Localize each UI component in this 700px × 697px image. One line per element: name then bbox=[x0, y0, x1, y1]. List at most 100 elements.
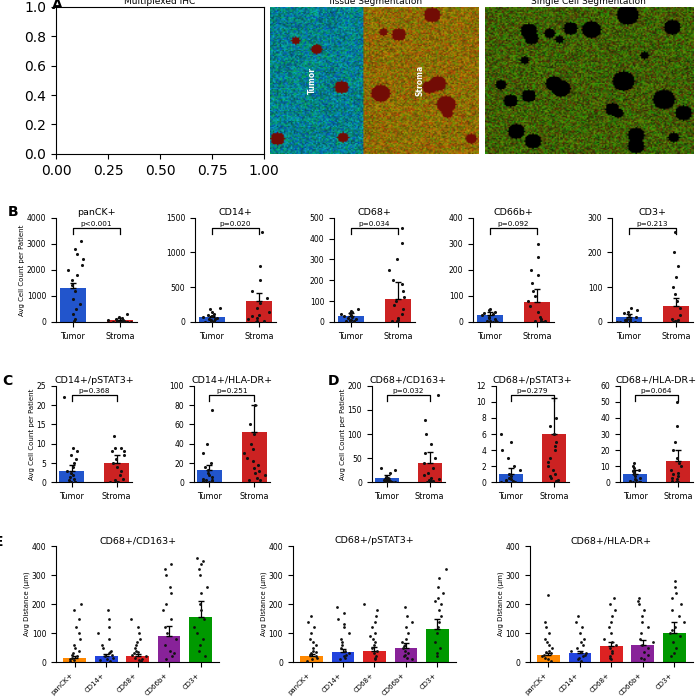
Point bbox=[627, 477, 638, 488]
Point bbox=[254, 261, 265, 272]
Point bbox=[340, 315, 351, 326]
Point bbox=[125, 316, 136, 328]
Point bbox=[206, 475, 218, 486]
Point bbox=[341, 650, 352, 661]
Point bbox=[254, 474, 265, 485]
Point bbox=[305, 627, 316, 638]
Point bbox=[483, 312, 494, 323]
Point bbox=[670, 289, 681, 300]
Point bbox=[306, 610, 317, 621]
Point bbox=[103, 634, 114, 645]
Point bbox=[110, 454, 121, 465]
Point bbox=[58, 392, 69, 403]
Point bbox=[539, 650, 550, 661]
Title: CD68+/CD163+: CD68+/CD163+ bbox=[99, 537, 176, 546]
Point bbox=[619, 307, 630, 319]
Point bbox=[338, 310, 349, 321]
Title: Multiplexed IHC: Multiplexed IHC bbox=[125, 0, 196, 6]
Point bbox=[427, 476, 438, 487]
Point bbox=[141, 651, 152, 662]
Point bbox=[115, 316, 126, 328]
Point bbox=[243, 314, 254, 325]
Point bbox=[666, 651, 677, 662]
Point bbox=[252, 459, 263, 470]
Point bbox=[496, 477, 507, 488]
Point bbox=[118, 446, 130, 457]
Point bbox=[72, 249, 83, 260]
Point bbox=[338, 607, 349, 618]
Point bbox=[113, 316, 125, 328]
Point bbox=[348, 316, 359, 327]
Point bbox=[536, 314, 547, 325]
Point bbox=[432, 390, 443, 401]
Point bbox=[248, 429, 260, 440]
Point bbox=[168, 648, 179, 659]
Point bbox=[306, 654, 317, 665]
Bar bbox=[600, 646, 623, 662]
Point bbox=[250, 316, 261, 327]
Point bbox=[195, 639, 206, 650]
Point bbox=[104, 477, 116, 488]
Point bbox=[331, 602, 342, 613]
Point bbox=[76, 259, 88, 270]
Point bbox=[629, 462, 640, 473]
Point bbox=[338, 619, 349, 630]
Point bbox=[539, 316, 550, 327]
Point bbox=[400, 650, 411, 661]
Point bbox=[389, 477, 400, 488]
Point bbox=[669, 581, 680, 592]
Point bbox=[70, 476, 81, 487]
Point bbox=[383, 472, 394, 483]
Point bbox=[540, 634, 551, 645]
Point bbox=[402, 652, 413, 664]
Point bbox=[353, 304, 364, 315]
Point bbox=[371, 604, 382, 615]
Bar bbox=[158, 636, 181, 662]
Point bbox=[542, 590, 554, 601]
Point bbox=[66, 275, 78, 286]
Point bbox=[202, 464, 213, 475]
Point bbox=[500, 475, 511, 486]
Point bbox=[205, 316, 216, 327]
Point bbox=[423, 475, 434, 486]
Point bbox=[620, 314, 631, 325]
Point bbox=[575, 646, 586, 657]
Point bbox=[311, 652, 322, 664]
Point bbox=[419, 448, 430, 459]
Point bbox=[666, 472, 678, 483]
Point bbox=[209, 313, 220, 324]
Point bbox=[634, 592, 645, 604]
Point bbox=[102, 654, 113, 665]
Point bbox=[669, 576, 680, 587]
Point bbox=[533, 306, 544, 317]
Point bbox=[426, 475, 437, 487]
Point bbox=[248, 456, 259, 467]
Point bbox=[116, 316, 127, 328]
Point bbox=[647, 636, 658, 648]
Point bbox=[620, 316, 631, 328]
Point bbox=[253, 465, 264, 476]
Point bbox=[665, 627, 676, 638]
Point bbox=[503, 469, 514, 480]
Point bbox=[191, 552, 202, 563]
Point bbox=[203, 314, 214, 325]
Point bbox=[389, 465, 400, 476]
Point bbox=[335, 642, 346, 653]
Point bbox=[71, 303, 82, 314]
Point bbox=[606, 636, 617, 648]
Point bbox=[307, 636, 318, 648]
Point bbox=[431, 627, 442, 638]
Point bbox=[671, 315, 682, 326]
Point bbox=[627, 466, 638, 477]
Point bbox=[635, 472, 646, 483]
Point bbox=[396, 636, 407, 648]
Point bbox=[407, 616, 418, 627]
Point bbox=[334, 654, 345, 665]
Point bbox=[342, 312, 354, 323]
Point bbox=[202, 309, 214, 321]
Point bbox=[199, 461, 211, 473]
Point bbox=[634, 477, 645, 488]
Text: p=0.213: p=0.213 bbox=[637, 221, 668, 227]
Point bbox=[158, 604, 169, 615]
Point bbox=[309, 622, 320, 633]
